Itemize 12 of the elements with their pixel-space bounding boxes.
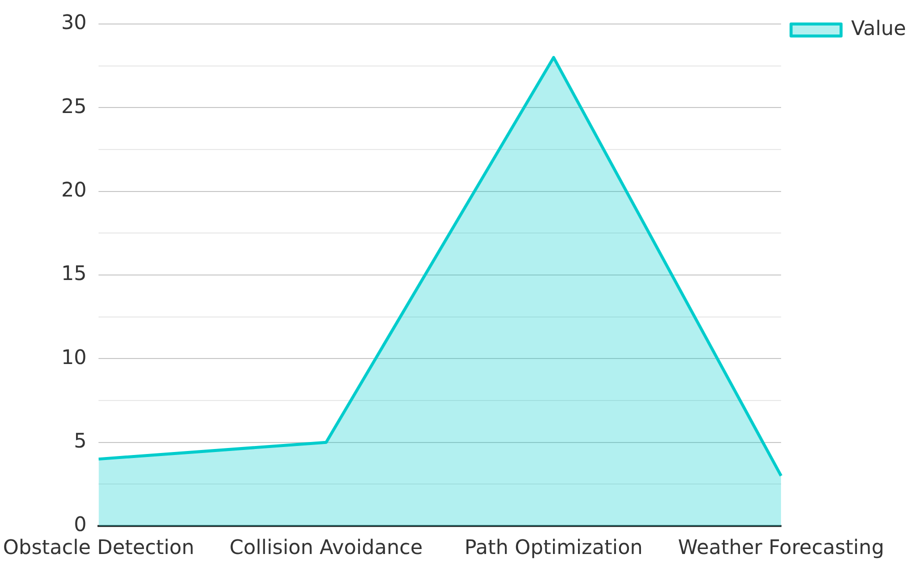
y-tick-label: 5	[74, 428, 87, 453]
x-tick-label: Collision Avoidance	[230, 535, 423, 560]
x-tick-label: Path Optimization	[464, 535, 643, 560]
legend-label: Value	[851, 16, 906, 40]
y-tick-label: 0	[74, 512, 87, 536]
y-tick-label: 10	[61, 344, 87, 369]
y-tick-label: 20	[61, 178, 87, 202]
x-tick-label: Obstacle Detection	[3, 535, 194, 560]
y-tick-label: 30	[61, 10, 87, 34]
y-tick-label: 15	[61, 261, 87, 286]
x-tick-label: Weather Forecasting	[678, 535, 884, 560]
y-tick-label: 25	[61, 94, 87, 118]
